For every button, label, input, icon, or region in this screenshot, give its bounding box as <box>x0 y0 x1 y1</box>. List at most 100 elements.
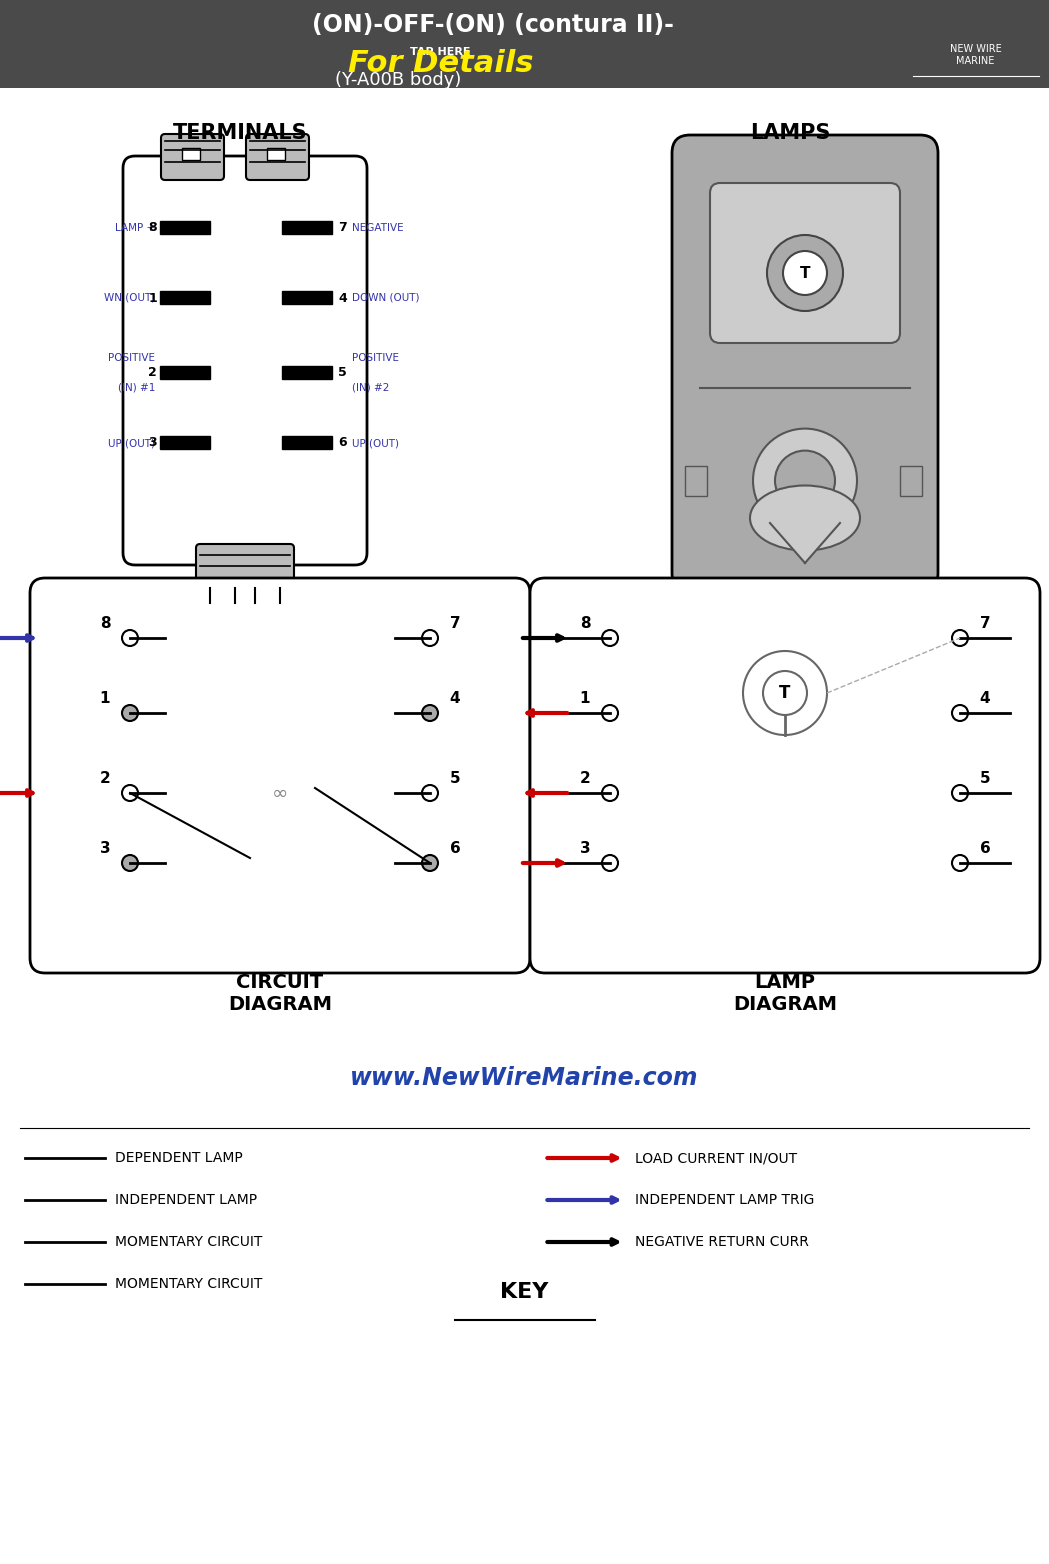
Text: LAMP
DIAGRAM: LAMP DIAGRAM <box>733 973 837 1013</box>
FancyBboxPatch shape <box>196 544 294 593</box>
FancyBboxPatch shape <box>672 135 938 591</box>
Text: INDEPENDENT LAMP TRIG: INDEPENDENT LAMP TRIG <box>635 1193 814 1207</box>
Text: 7: 7 <box>450 616 461 630</box>
Text: NEW WIRE
MARINE: NEW WIRE MARINE <box>949 44 1002 66</box>
Text: MOMENTARY CIRCUIT: MOMENTARY CIRCUIT <box>115 1276 262 1290</box>
FancyBboxPatch shape <box>160 135 224 180</box>
Text: POSITIVE: POSITIVE <box>108 353 155 363</box>
FancyBboxPatch shape <box>0 0 1049 88</box>
Bar <box>160 366 210 378</box>
Text: 6: 6 <box>450 841 461 856</box>
Circle shape <box>422 705 438 721</box>
Circle shape <box>422 785 438 801</box>
Text: LAMPS: LAMPS <box>750 124 830 142</box>
Text: 1: 1 <box>148 291 157 305</box>
Text: 2: 2 <box>100 771 110 787</box>
Circle shape <box>952 705 968 721</box>
Text: 4: 4 <box>338 291 347 305</box>
Circle shape <box>602 785 618 801</box>
Text: (Y-A00B body): (Y-A00B body) <box>336 70 462 89</box>
Text: WN (OUT): WN (OUT) <box>104 292 155 303</box>
Circle shape <box>602 705 618 721</box>
Circle shape <box>743 651 827 735</box>
Text: 4: 4 <box>980 691 990 705</box>
Bar <box>282 291 331 303</box>
Text: (IN) #2: (IN) #2 <box>352 383 389 393</box>
Circle shape <box>422 856 438 871</box>
Text: 2: 2 <box>148 366 157 380</box>
Bar <box>282 366 331 378</box>
Text: 3: 3 <box>580 841 591 856</box>
Text: T: T <box>799 266 810 280</box>
Ellipse shape <box>750 485 860 551</box>
Bar <box>900 466 922 496</box>
Text: T: T <box>779 683 791 702</box>
Text: INDEPENDENT LAMP: INDEPENDENT LAMP <box>115 1193 257 1207</box>
Circle shape <box>952 630 968 646</box>
Bar <box>181 149 200 160</box>
Circle shape <box>775 450 835 510</box>
Text: 3: 3 <box>100 841 110 856</box>
Bar <box>160 291 210 303</box>
Text: 6: 6 <box>980 841 990 856</box>
Circle shape <box>763 671 807 715</box>
Text: 8: 8 <box>580 616 591 630</box>
Text: CIRCUIT
DIAGRAM: CIRCUIT DIAGRAM <box>228 973 331 1013</box>
Text: DOWN (OUT): DOWN (OUT) <box>352 292 420 303</box>
FancyBboxPatch shape <box>247 135 309 180</box>
Text: 3: 3 <box>148 436 157 449</box>
Text: www.NewWireMarine.com: www.NewWireMarine.com <box>350 1067 699 1090</box>
Circle shape <box>122 856 138 871</box>
Text: (IN) #1: (IN) #1 <box>117 383 155 393</box>
FancyBboxPatch shape <box>123 156 367 565</box>
Bar <box>282 221 331 235</box>
Text: LOAD CURRENT IN/OUT: LOAD CURRENT IN/OUT <box>635 1151 796 1165</box>
Text: ∞: ∞ <box>272 784 288 802</box>
Circle shape <box>122 785 138 801</box>
Text: 5: 5 <box>450 771 461 787</box>
Text: MOMENTARY CIRCUIT: MOMENTARY CIRCUIT <box>115 1236 262 1250</box>
Text: 2: 2 <box>580 771 591 787</box>
Circle shape <box>767 235 843 311</box>
Circle shape <box>952 785 968 801</box>
Circle shape <box>753 429 857 533</box>
Text: (ON)-OFF-(ON) (contura II)-: (ON)-OFF-(ON) (contura II)- <box>313 13 673 38</box>
Text: 7: 7 <box>338 222 347 235</box>
Circle shape <box>122 630 138 646</box>
Text: 4: 4 <box>450 691 461 705</box>
Text: 7: 7 <box>980 616 990 630</box>
Text: 1: 1 <box>100 691 110 705</box>
Text: DEPENDENT LAMP: DEPENDENT LAMP <box>115 1151 242 1165</box>
Text: NEGATIVE: NEGATIVE <box>352 224 404 233</box>
FancyBboxPatch shape <box>710 183 900 343</box>
FancyBboxPatch shape <box>30 579 530 973</box>
Text: UP (OUT): UP (OUT) <box>352 438 399 447</box>
Text: 6: 6 <box>338 436 346 449</box>
Bar <box>267 149 285 160</box>
Text: LAMP +: LAMP + <box>115 224 155 233</box>
Text: 8: 8 <box>100 616 110 630</box>
Text: 5: 5 <box>338 366 347 380</box>
Circle shape <box>602 856 618 871</box>
Bar <box>685 466 707 496</box>
Text: For Details: For Details <box>348 48 533 78</box>
Text: TAP HERE: TAP HERE <box>410 47 471 56</box>
Text: 8: 8 <box>148 222 157 235</box>
Bar <box>160 436 210 449</box>
Circle shape <box>602 630 618 646</box>
Text: NEGATIVE RETURN CURR: NEGATIVE RETURN CURR <box>635 1236 809 1250</box>
Bar <box>160 221 210 235</box>
FancyBboxPatch shape <box>530 579 1040 973</box>
Circle shape <box>952 856 968 871</box>
Text: 5: 5 <box>980 771 990 787</box>
Circle shape <box>422 630 438 646</box>
Bar <box>282 436 331 449</box>
Text: 1: 1 <box>580 691 591 705</box>
Text: UP (OUT): UP (OUT) <box>108 438 155 447</box>
Circle shape <box>122 705 138 721</box>
Circle shape <box>783 250 827 296</box>
Text: POSITIVE: POSITIVE <box>352 353 399 363</box>
Text: TERMINALS: TERMINALS <box>173 124 307 142</box>
Text: KEY: KEY <box>500 1282 549 1303</box>
Polygon shape <box>770 522 840 563</box>
